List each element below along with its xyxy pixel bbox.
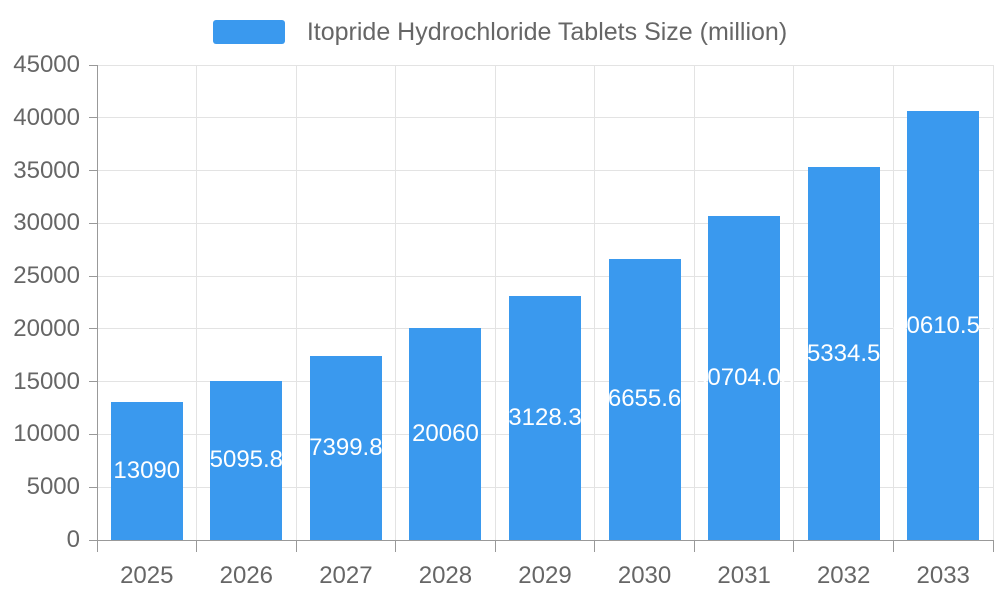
y-axis-tick-label: 45000 <box>13 51 80 78</box>
bar-value-label: 20060 <box>412 420 479 448</box>
bar[interactable]: 40610.55 <box>893 111 993 540</box>
x-axis-tick-label: 2026 <box>219 562 274 589</box>
bar[interactable]: 23128.38 <box>495 295 595 540</box>
y-axis-tick-label: 30000 <box>13 209 80 237</box>
gridline-horizontal <box>97 275 993 277</box>
bar[interactable]: 13090 <box>110 401 183 540</box>
x-axis-tick-label: 2027 <box>319 562 373 589</box>
bar-value-label: 26655.63 <box>594 385 695 413</box>
y-axis-tick-label: 25000 <box>13 262 80 290</box>
y-axis-tick <box>89 64 97 66</box>
y-axis-tick <box>89 222 97 224</box>
legend-label: Itopride Hydrochloride Tablets Size (mil… <box>306 17 788 46</box>
y-axis-tick <box>89 433 97 435</box>
bar-value-label: 30704.08 <box>694 363 795 391</box>
x-axis-tick-label: 2032 <box>816 562 871 589</box>
x-axis-tick <box>295 540 297 552</box>
x-axis-tick <box>892 540 894 552</box>
bar-value-label: 15095.88 <box>196 446 297 474</box>
y-axis-tick-label: 15000 <box>13 367 80 395</box>
y-axis-tick <box>89 486 97 488</box>
y-axis-tick-label: 10000 <box>13 420 80 448</box>
gridline-vertical <box>693 65 695 540</box>
y-axis-tick <box>89 117 97 119</box>
x-axis-line <box>97 539 993 541</box>
y-axis-line <box>96 65 98 540</box>
y-axis-tick-label: 0 <box>66 526 80 553</box>
bar-value-label: 13090 <box>113 456 181 484</box>
y-axis-tick-label: 35000 <box>13 156 80 184</box>
x-axis-tick <box>992 540 994 552</box>
gridline-vertical <box>594 65 596 540</box>
bar[interactable]: 20060 <box>409 328 482 540</box>
bar[interactable]: 15095.88 <box>196 380 296 540</box>
x-axis-tick <box>96 540 98 552</box>
y-axis-tick <box>89 170 97 172</box>
y-axis-tick-label: 20000 <box>13 314 80 342</box>
bar-value-label: 17399.88 <box>295 434 396 462</box>
gridline-vertical <box>793 65 795 540</box>
x-axis-tick <box>494 540 496 552</box>
y-axis-tick-label: 40000 <box>13 103 80 131</box>
gridline-vertical <box>196 65 198 540</box>
x-axis-tick-label: 2033 <box>916 562 970 589</box>
gridline-vertical <box>494 65 496 540</box>
gridline-vertical <box>295 65 297 540</box>
x-axis-tick-label: 2029 <box>518 562 572 589</box>
y-axis-tick <box>89 275 97 277</box>
gridline-horizontal <box>97 222 993 224</box>
gridline-vertical <box>395 65 397 540</box>
x-axis-tick <box>196 540 198 552</box>
gridline-vertical <box>992 65 994 540</box>
x-axis-tick-label: 2030 <box>617 562 672 589</box>
y-axis-tick <box>89 539 97 541</box>
bar[interactable]: 30704.08 <box>694 215 794 540</box>
x-axis-tick <box>594 540 596 552</box>
gridline-horizontal <box>97 64 993 66</box>
bar[interactable]: 26655.63 <box>594 258 695 540</box>
y-axis-tick <box>89 381 97 383</box>
y-axis-tick-label: 5000 <box>26 473 80 501</box>
bar-value-label: 23128.38 <box>494 403 596 431</box>
bar[interactable]: 35334.58 <box>794 167 894 540</box>
gridline-horizontal <box>97 117 993 119</box>
x-axis-tick-label: 2025 <box>120 562 174 589</box>
bar[interactable]: 17399.88 <box>296 356 396 540</box>
x-axis-tick-label: 2031 <box>717 562 771 589</box>
gridline-horizontal <box>97 170 993 172</box>
x-axis-tick <box>693 540 695 552</box>
legend-swatch-icon <box>212 20 285 44</box>
x-axis-tick-label: 2028 <box>418 562 473 589</box>
legend-item[interactable]: Itopride Hydrochloride Tablets Size (mil… <box>0 12 1000 52</box>
bar-value-label: 40610.55 <box>893 311 994 339</box>
y-axis-tick <box>89 328 97 330</box>
bar-value-label: 35334.58 <box>793 339 894 367</box>
gridline-vertical <box>892 65 894 540</box>
x-axis-tick <box>793 540 795 552</box>
x-axis-tick <box>395 540 397 552</box>
